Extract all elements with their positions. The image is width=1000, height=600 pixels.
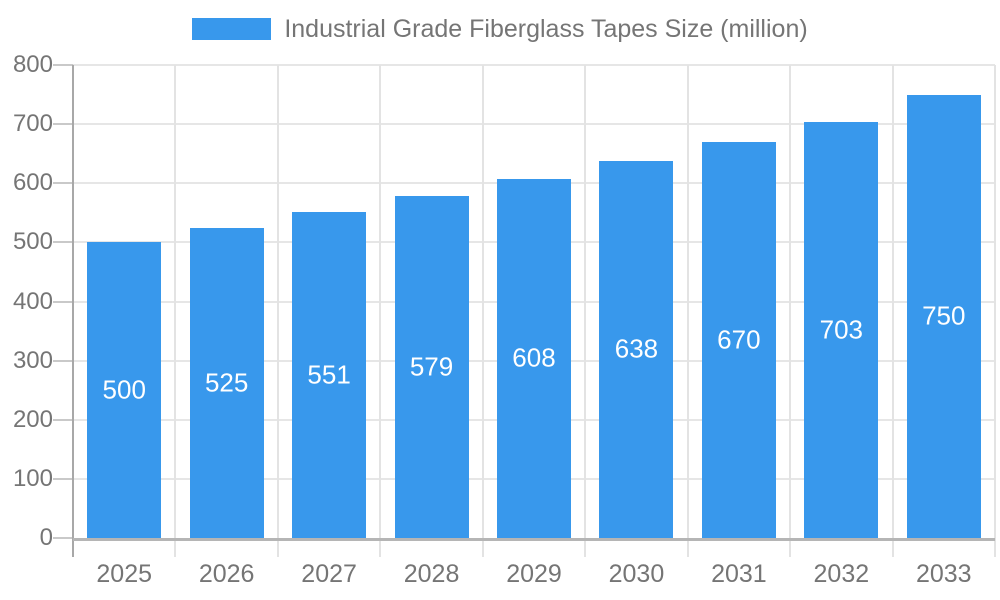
x-gridline <box>379 65 382 557</box>
y-gridline <box>73 64 995 66</box>
bar <box>599 160 674 538</box>
bar <box>394 195 469 538</box>
y-tick-label: 400 <box>12 287 53 315</box>
bar <box>804 122 879 538</box>
x-tick-label: 2030 <box>608 560 665 588</box>
x-tick-label: 2032 <box>813 560 870 588</box>
legend-swatch <box>192 18 272 40</box>
x-tick-label: 2027 <box>301 560 357 588</box>
x-gridline <box>174 65 177 557</box>
legend-label: Industrial Grade Fiberglass Tapes Size (… <box>284 15 808 43</box>
x-gridline <box>481 65 484 557</box>
y-tick <box>53 537 73 539</box>
bar-value-label: 551 <box>307 359 351 390</box>
y-tick-label: 700 <box>12 110 53 138</box>
y-tick <box>53 241 73 244</box>
x-gridline <box>686 65 689 557</box>
x-axis-line <box>73 538 995 541</box>
y-tick <box>53 477 73 480</box>
y-gridline <box>73 123 995 126</box>
x-tick-label: 2029 <box>506 560 562 588</box>
x-gridline <box>891 65 894 557</box>
x-gridline <box>994 65 996 557</box>
legend-item[interactable]: Industrial Grade Fiberglass Tapes Size (… <box>0 14 1000 44</box>
x-gridline <box>789 65 792 557</box>
bar <box>189 227 264 538</box>
y-tick <box>53 182 73 185</box>
x-tick-label: 2025 <box>96 560 153 588</box>
y-tick <box>53 64 73 66</box>
x-gridline <box>276 65 279 557</box>
bar-value-label: 750 <box>922 300 966 331</box>
bar <box>906 94 981 538</box>
x-gridline <box>584 65 587 557</box>
y-tick-label: 100 <box>12 464 53 492</box>
y-tick-label: 200 <box>12 405 53 433</box>
x-tick-label: 2031 <box>711 560 767 588</box>
x-tick-label: 2033 <box>915 560 972 588</box>
y-tick <box>53 123 73 126</box>
x-tick-label: 2026 <box>198 560 255 588</box>
bar-value-label: 525 <box>204 367 249 398</box>
bar-value-label: 638 <box>614 333 659 364</box>
y-tick-label: 500 <box>12 228 53 256</box>
bar-value-label: 608 <box>512 342 556 373</box>
x-tick-label: 2028 <box>403 560 460 588</box>
bar-value-label: 500 <box>102 374 146 405</box>
y-tick <box>53 359 73 362</box>
y-tick-label: 800 <box>12 51 53 78</box>
bar <box>497 178 571 538</box>
bar <box>87 242 162 538</box>
bar <box>292 212 367 538</box>
bar-value-label: 703 <box>819 314 864 345</box>
y-tick <box>53 300 73 303</box>
y-tick-label: 0 <box>39 524 53 551</box>
bar-value-label: 670 <box>717 324 761 355</box>
y-tick-label: 600 <box>12 169 53 197</box>
y-axis-line <box>72 65 74 557</box>
y-tick-label: 300 <box>12 346 53 374</box>
bar-value-label: 579 <box>409 351 454 382</box>
bar <box>701 141 776 538</box>
y-tick <box>53 418 73 421</box>
